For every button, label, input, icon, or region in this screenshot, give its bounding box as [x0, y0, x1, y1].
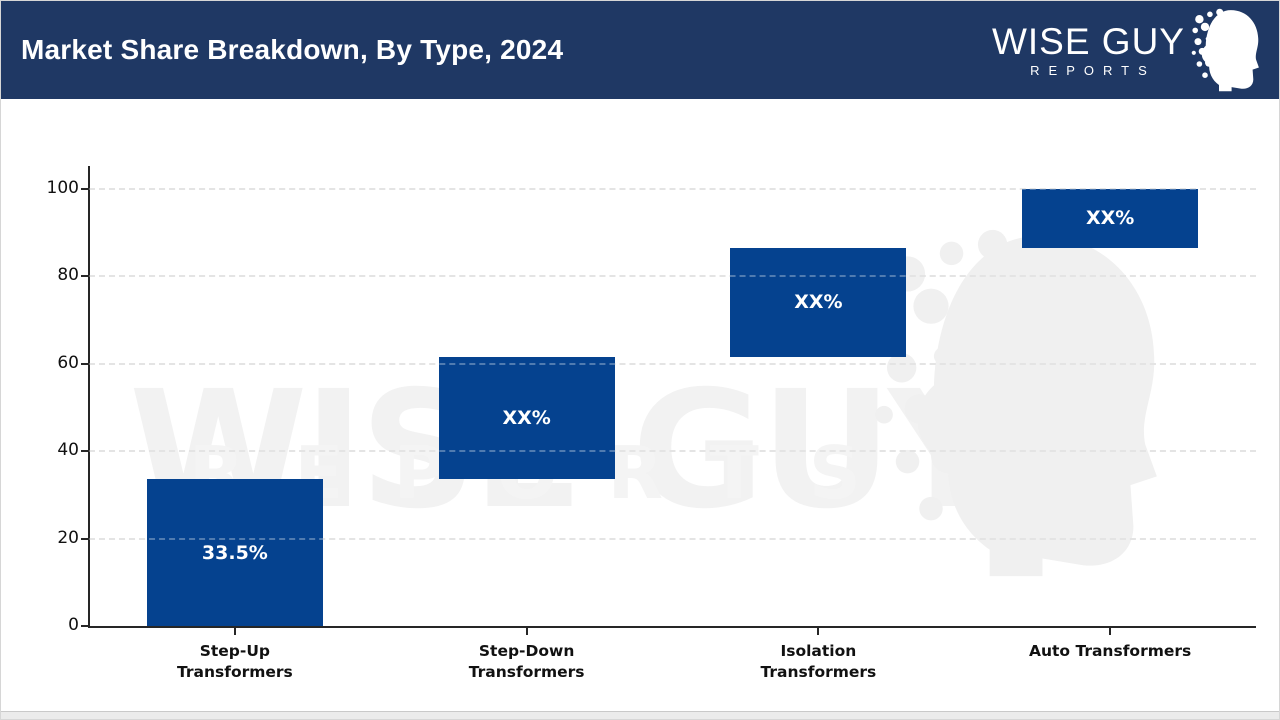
brand-logo: WISE GUY REPORTS	[992, 8, 1265, 92]
category-label-line: Transformers	[468, 663, 585, 681]
header-bar: Market Share Breakdown, By Type, 2024 WI…	[1, 1, 1279, 99]
bar-step-up-transformers: 33.5%	[146, 479, 323, 626]
y-tick	[81, 187, 88, 190]
y-tick-label: 20	[57, 527, 79, 548]
x-tick	[1109, 628, 1112, 635]
gridline	[89, 450, 1256, 452]
footer-strip	[1, 711, 1279, 719]
gridline	[89, 275, 1256, 277]
y-tick-label: 80	[57, 265, 79, 285]
dotted-head-icon	[1191, 8, 1259, 92]
x-tick	[817, 628, 820, 635]
y-tick-label: 60	[57, 352, 79, 373]
x-tick	[525, 628, 528, 635]
gridline-overlay	[89, 450, 1256, 452]
y-tick	[81, 275, 88, 277]
gridline	[89, 362, 1256, 365]
gridline-overlay	[89, 362, 1256, 365]
y-tick	[81, 537, 88, 540]
category-label-line: Transformers	[176, 663, 293, 681]
x-axis-line	[88, 626, 1256, 628]
bar-isolation-transformers: XX%	[730, 247, 907, 357]
gridline	[89, 537, 1256, 540]
bar-value-label: 33.5%	[201, 541, 268, 564]
gridline-overlay	[89, 187, 1256, 190]
brand-logo-text: WISE GUY REPORTS	[992, 23, 1185, 77]
category-label-line: Step-Down	[478, 642, 575, 660]
category-label: Step-Down Transformers	[387, 641, 667, 683]
y-tick	[81, 625, 88, 627]
y-tick	[81, 362, 88, 365]
page-title: Market Share Breakdown, By Type, 2024	[21, 34, 564, 65]
gridline-overlay	[89, 275, 1256, 277]
y-tick-label: 100	[46, 177, 79, 198]
category-label: Isolation Transformers	[678, 641, 958, 683]
y-tick	[81, 450, 88, 452]
category-label-line: Isolation	[780, 642, 857, 660]
y-tick-label: 40	[57, 440, 79, 460]
x-tick	[233, 628, 236, 635]
watermark-head-icon	[875, 229, 1157, 577]
gridline-overlay	[89, 537, 1256, 540]
category-label-line: Transformers	[760, 663, 877, 681]
bar-auto-transformers: XX%	[1022, 188, 1199, 248]
bar-step-down-transformers: XX%	[438, 356, 615, 480]
category-label-line: Auto Transformers	[1028, 642, 1192, 660]
brand-subtitle: REPORTS	[1030, 63, 1156, 78]
category-label: Auto Transformers	[970, 641, 1250, 662]
gridline	[89, 187, 1256, 190]
bar-value-label: XX%	[502, 407, 551, 430]
bar-value-label: XX%	[1085, 207, 1135, 230]
category-label: Step-Up Transformers	[95, 641, 375, 683]
category-label-line: Step-Up	[199, 642, 271, 660]
y-tick-label: 0	[68, 615, 79, 635]
y-axis-line	[88, 166, 90, 628]
bar-value-label: XX%	[794, 291, 843, 314]
brand-name: WISE GUY	[991, 21, 1185, 62]
